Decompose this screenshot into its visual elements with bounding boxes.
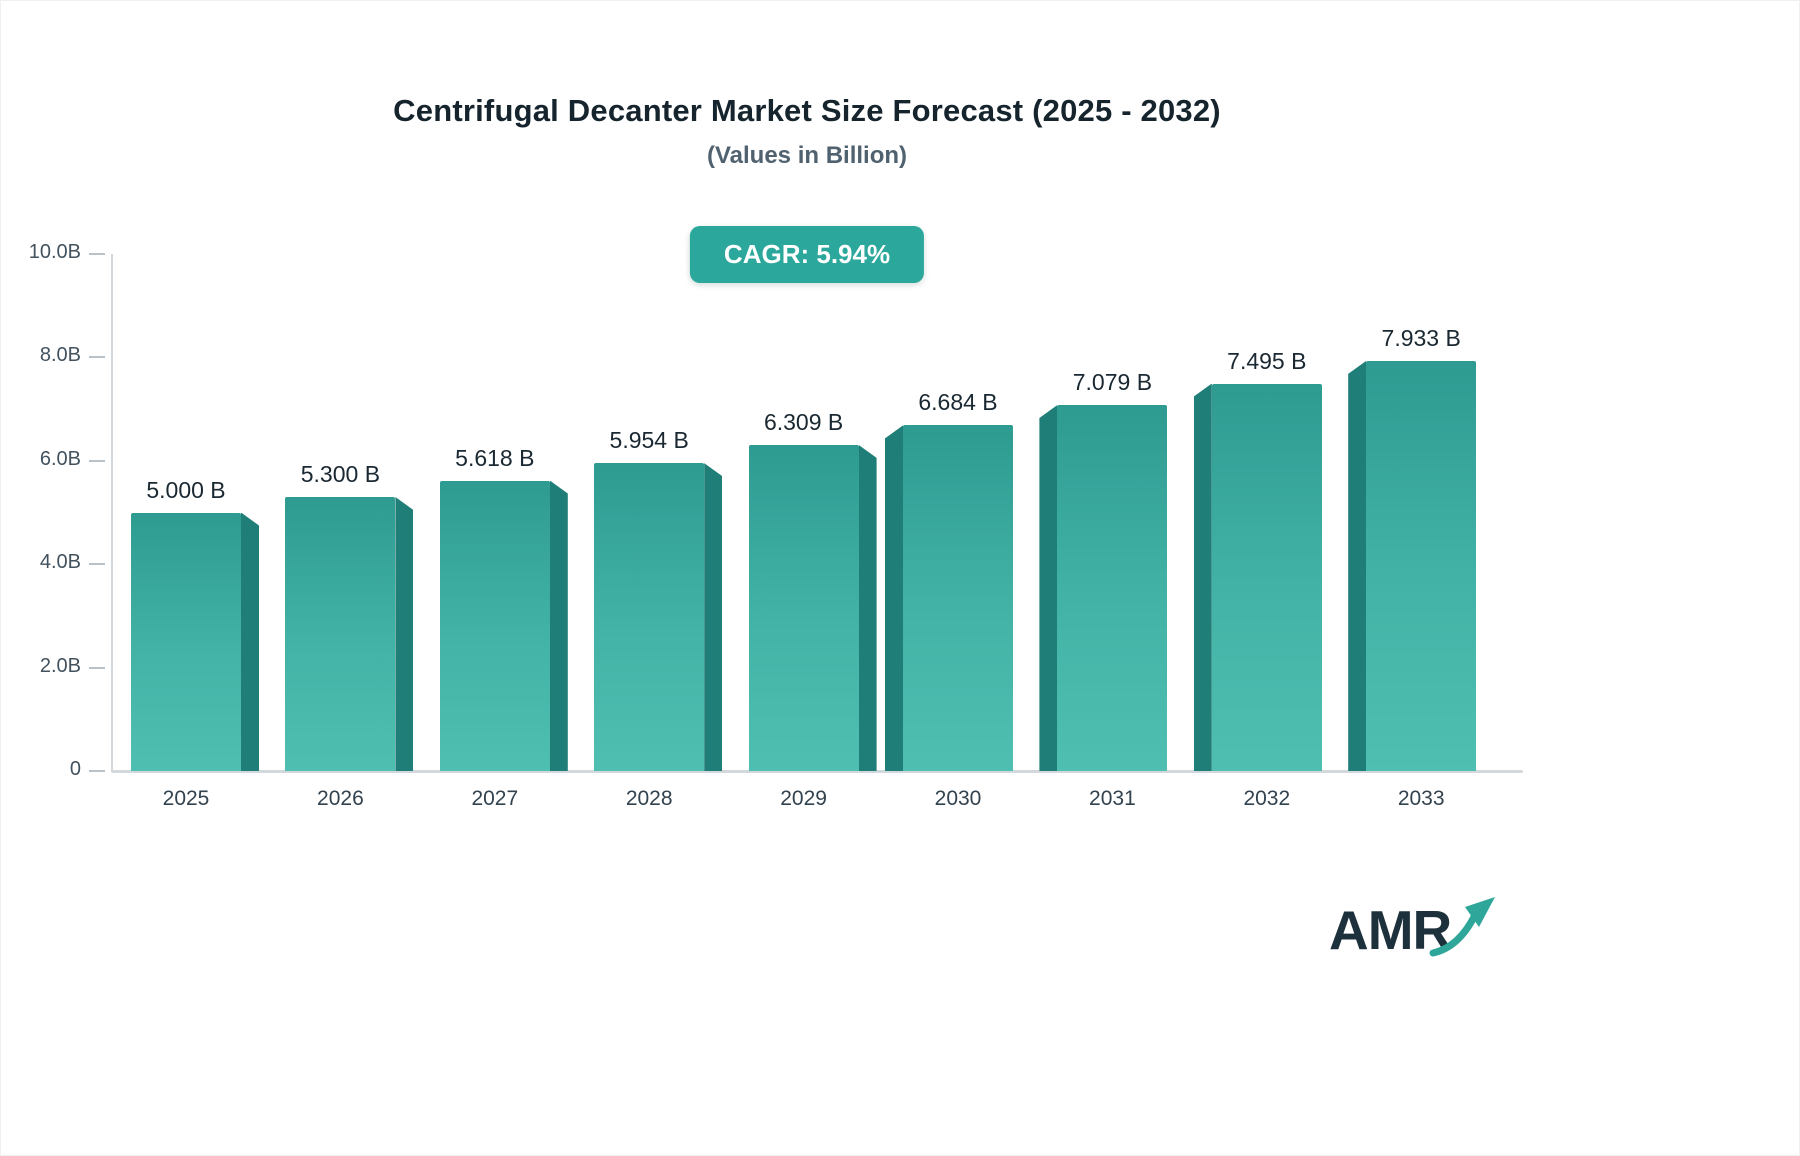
y-tick-label: 4.0B — [39, 551, 81, 574]
cagr-badge: CAGR: 5.94% — [689, 226, 925, 283]
y-tick-mark — [89, 666, 105, 669]
bar — [131, 512, 241, 771]
bar-side-face — [1039, 405, 1058, 771]
x-tick-label: 2031 — [1089, 787, 1136, 810]
chart-title: Centrifugal Decanter Market Size Forecas… — [393, 93, 1221, 128]
chart-subtitle: (Values in Billion) — [706, 142, 908, 169]
bar-side-face — [395, 496, 414, 771]
bar-value-label: 5.300 B — [300, 460, 381, 487]
y-tick-label: 10.0B — [28, 241, 81, 263]
bar — [439, 480, 550, 771]
x-tick-label: 2032 — [1243, 787, 1291, 810]
y-tick-mark — [89, 356, 105, 359]
logo-text: AMR — [1329, 899, 1452, 961]
bar — [1057, 405, 1168, 771]
y-tick-label: 8.0B — [39, 344, 81, 367]
bar-value-label: 6.309 B — [763, 408, 844, 435]
bar-value-label: 6.684 B — [918, 389, 998, 416]
bar-value-label: 7.495 B — [1227, 347, 1307, 374]
x-tick-label: 2028 — [625, 787, 673, 810]
x-tick-label: 2033 — [1397, 787, 1445, 810]
y-tick-label: 6.0B — [39, 447, 81, 470]
y-tick-label: 2.0B — [39, 654, 81, 677]
logo-arrow-icon — [1429, 897, 1495, 957]
bar-value-label: 7.933 B — [1381, 324, 1461, 351]
x-tick-label: 2029 — [780, 787, 827, 810]
y-tick-label: 0 — [69, 758, 81, 780]
x-tick-label: 2026 — [317, 787, 364, 810]
bar — [903, 425, 1013, 771]
y-axis-line — [111, 254, 113, 771]
y-tick-mark — [89, 770, 105, 772]
x-tick-label: 2030 — [934, 787, 982, 810]
bar-side-face — [549, 480, 568, 771]
x-tick-label: 2027 — [471, 787, 519, 810]
y-tick-mark — [89, 253, 105, 255]
x-tick-label: 2025 — [162, 787, 210, 810]
bar-side-face — [1193, 383, 1212, 771]
bar-side-face — [858, 444, 877, 771]
bar-value-label: 7.079 B — [1072, 369, 1153, 396]
y-tick-mark — [89, 563, 105, 566]
bar-side-face — [704, 463, 723, 771]
bar-value-label: 5.954 B — [609, 427, 689, 454]
bar — [594, 463, 705, 771]
bar — [1366, 360, 1477, 771]
bar-side-face — [241, 512, 259, 771]
bar — [285, 496, 396, 771]
chart-header: Centrifugal Decanter Market Size Forecas… — [1, 93, 1613, 170]
bar — [748, 444, 859, 771]
y-tick-mark — [89, 459, 105, 462]
bar-side-face — [885, 425, 903, 771]
bar-value-label: 5.618 B — [455, 444, 535, 471]
bar-side-face — [1348, 360, 1367, 771]
x-axis-baseline — [111, 770, 1523, 773]
bar-value-label: 5.000 B — [146, 476, 226, 503]
amr-logo: AMR — [1329, 897, 1519, 975]
bar — [1211, 383, 1322, 771]
